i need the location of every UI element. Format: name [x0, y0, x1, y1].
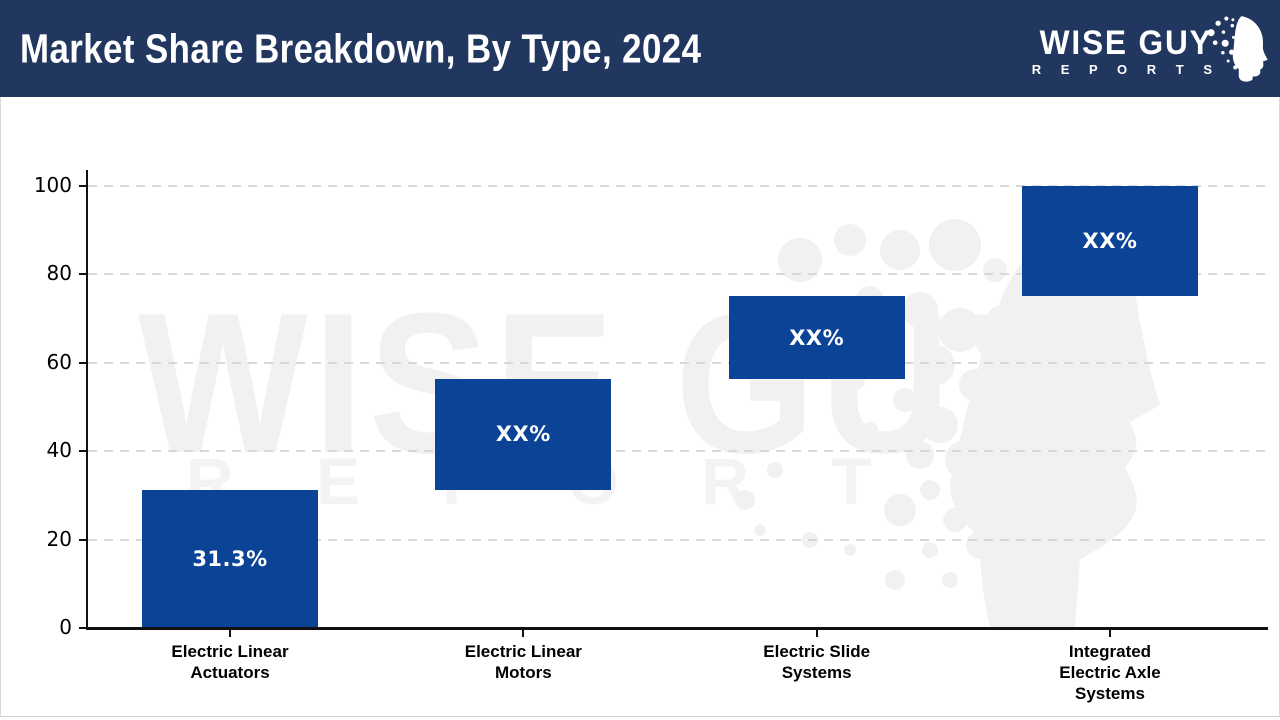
x-axis-tick — [1108, 630, 1111, 637]
y-axis-tick — [79, 538, 88, 541]
logo-face-icon — [1207, 16, 1268, 82]
header: Market Share Breakdown, By Type, 2024 WI… — [0, 0, 1280, 97]
bar-value-label: XX% — [495, 422, 551, 447]
logo-subtitle: R E P O R T S — [1031, 62, 1220, 77]
gridline — [88, 361, 1268, 364]
y-axis-tick-label: 20 — [46, 526, 72, 551]
y-axis-line — [86, 170, 88, 630]
page-title: Market Share Breakdown, By Type, 2024 — [20, 25, 702, 71]
logo-text: WISE GUY R E P O R T S — [1032, 25, 1220, 77]
y-axis-tick — [79, 450, 88, 453]
y-axis-tick — [79, 627, 88, 629]
x-axis-category-label: Electric Slide Systems — [763, 642, 871, 682]
x-axis-tick — [815, 630, 818, 637]
bar-value-label: 31.3% — [192, 546, 268, 571]
market-share-bar: 31.3% — [142, 489, 318, 628]
gridline — [88, 185, 1268, 187]
x-axis-category-label: Electric Linear Actuators — [171, 642, 289, 682]
y-axis-tick-label: 40 — [46, 438, 72, 463]
market-share-bar: XX% — [1021, 186, 1198, 297]
market-share-bar: XX% — [728, 296, 905, 380]
gridline — [88, 273, 1268, 276]
y-axis-tick — [79, 361, 88, 364]
logo-name: WISE GUY — [1039, 24, 1213, 62]
y-axis-tick-label: 0 — [59, 615, 72, 639]
bar-value-label: XX% — [1082, 229, 1138, 254]
market-share-bar: XX% — [435, 379, 612, 490]
x-axis-category-label: Integrated Electric Axle Systems — [1059, 642, 1161, 703]
y-axis-tick — [79, 273, 88, 276]
x-axis-tick — [229, 630, 231, 637]
wise-guy-logo: WISE GUY R E P O R T S — [1032, 8, 1270, 88]
y-axis-tick — [79, 185, 88, 187]
bar-value-label: XX% — [789, 325, 845, 350]
x-axis-tick — [522, 630, 525, 637]
y-axis-tick-label: 80 — [46, 261, 72, 286]
gridline — [88, 450, 1268, 453]
bottom-border — [0, 716, 1280, 717]
x-axis-category-label: Electric Linear Motors — [464, 642, 582, 682]
gridline — [88, 538, 1268, 541]
y-axis-tick-label: 100 — [33, 173, 72, 197]
y-axis-tick-label: 60 — [46, 349, 72, 374]
x-axis-line — [86, 627, 1268, 630]
